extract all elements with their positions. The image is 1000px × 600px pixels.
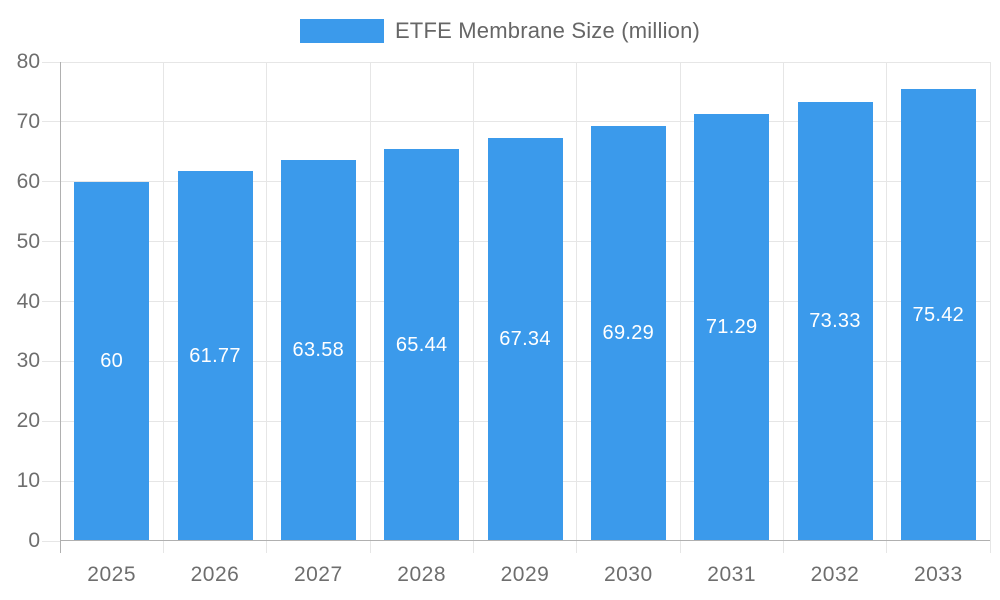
gridline-vertical [266,62,268,541]
bar-2030[interactable]: 69.29 [590,126,666,541]
x-tick-label: 2027 [293,563,343,586]
bar-2026[interactable]: 61.77 [177,171,253,541]
y-axis-tick [42,241,60,243]
x-tick-label: 2030 [603,563,653,586]
bar-value-label: 67.34 [499,327,551,350]
plot-area: 60 61.77 63.58 65.44 67.34 69.29 71.29 73.33 75.… [42,61,991,553]
x-axis-tick [162,541,164,553]
y-axis-tick [42,61,60,63]
gridline-vertical [679,62,681,541]
x-axis-line [60,540,990,541]
gridline-vertical [886,62,888,541]
x-axis-tick [369,541,371,553]
x-tick-label: 2032 [810,563,860,586]
y-tick-label: 0 [28,529,40,552]
gridline-vertical [162,62,164,541]
x-axis-tick [576,541,578,553]
x-tick-label: 2029 [500,563,550,586]
y-axis-tick [42,181,60,183]
y-tick-label: 20 [16,409,40,433]
y-tick-label: 30 [16,349,40,373]
bar-2025[interactable]: 60 [74,181,150,541]
gridline-horizontal [60,61,990,63]
x-tick-label: 2033 [913,563,963,586]
gridline-horizontal [60,121,990,123]
y-axis-tick [42,121,60,123]
bar-2032[interactable]: 73.33 [797,101,873,541]
x-axis-tick [679,541,681,553]
y-tick-label: 50 [16,229,40,253]
y-axis-line [60,62,61,553]
y-axis-tick [42,301,60,302]
x-tick-label: 2031 [707,563,757,586]
bar-2028[interactable]: 65.44 [384,149,460,541]
gridline-vertical [472,62,474,541]
gridline-vertical [576,62,578,541]
bar-value-label: 75.42 [912,303,965,326]
legend[interactable]: ETFE Membrane Size (million) [0,16,1000,46]
x-axis-tick [886,541,888,553]
bar-value-label: 73.33 [809,309,861,332]
y-axis-tick [42,360,60,362]
y-tick-label: 40 [16,289,40,313]
bar-value-label: 63.58 [292,339,345,362]
bar-2027[interactable]: 63.58 [280,160,356,541]
y-tick-label: 10 [16,469,40,493]
gridline-vertical [989,62,991,541]
y-axis-tick [42,480,60,482]
legend-swatch [299,19,384,43]
bar-value-label: 60 [100,349,124,372]
x-axis-tick [782,541,784,553]
bar-2029[interactable]: 67.34 [487,137,563,541]
x-tick-label: 2026 [190,563,240,586]
bar-value-label: 69.29 [602,322,655,345]
x-tick-label: 2028 [397,563,447,586]
x-axis-tick [266,541,268,553]
legend-label: ETFE Membrane Size (million) [394,18,701,43]
y-tick-label: 80 [16,50,40,73]
x-tick-label: 2025 [87,563,137,586]
gridline-vertical [782,62,784,541]
bar-2031[interactable]: 71.29 [694,114,770,541]
bar-2033[interactable]: 75.42 [900,89,976,541]
y-axis-tick [42,540,60,542]
y-axis-tick [42,420,60,422]
bar-value-label: 65.44 [395,333,448,356]
gridline-vertical [369,62,371,541]
y-tick-label: 60 [16,169,40,193]
x-axis-tick [472,541,474,553]
y-tick-label: 70 [16,109,40,133]
x-axis-tick [989,541,991,553]
bar-value-label: 61.77 [189,344,241,367]
bar-value-label: 71.29 [705,316,758,339]
